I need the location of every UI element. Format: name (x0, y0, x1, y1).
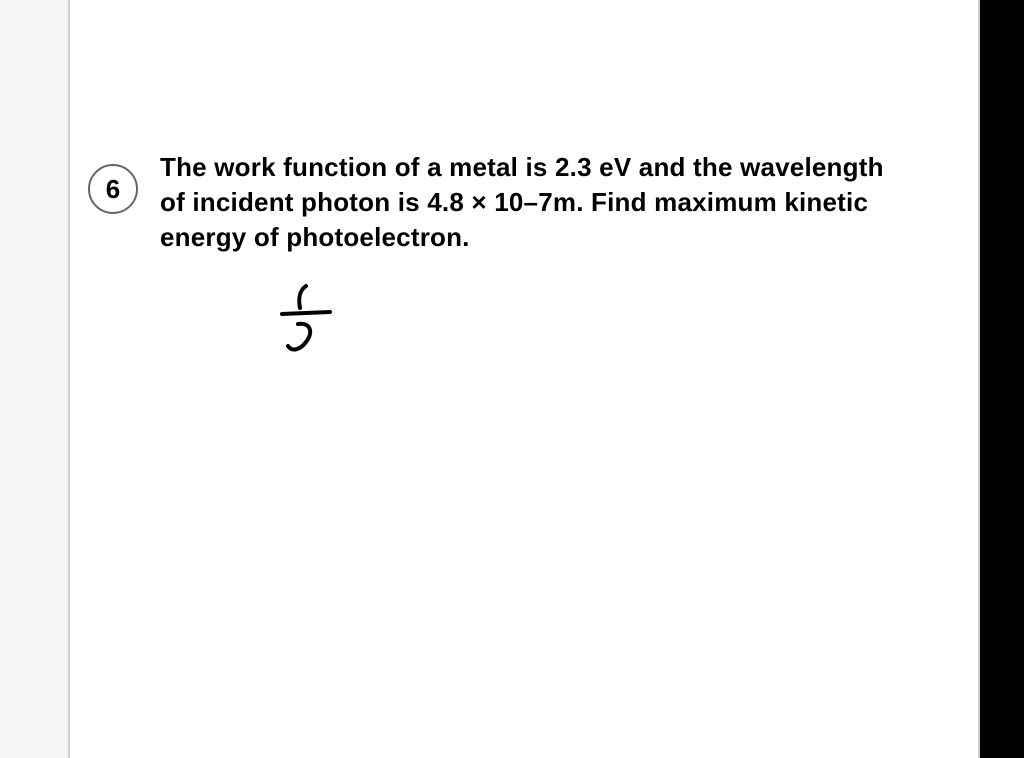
question-block: 6 The work function of a metal is 2.3 eV… (88, 150, 968, 255)
page-sheet: 6 The work function of a metal is 2.3 eV… (68, 0, 980, 758)
handwriting-stroke (299, 286, 306, 308)
question-line-1: The work function of a metal is 2.3 eV a… (160, 152, 884, 182)
question-number: 6 (106, 174, 120, 205)
question-text: The work function of a metal is 2.3 eV a… (160, 150, 968, 255)
question-line-2: of incident photon is 4.8 × 10–7m. Find … (160, 187, 868, 217)
question-line-3: energy of photoelectron. (160, 222, 470, 252)
handwriting-svg (270, 280, 390, 370)
handwriting-stroke (288, 324, 310, 350)
question-number-badge: 6 (88, 164, 138, 214)
right-black-strip (980, 0, 1024, 758)
handwritten-annotation (270, 280, 390, 370)
handwriting-stroke (282, 312, 330, 314)
